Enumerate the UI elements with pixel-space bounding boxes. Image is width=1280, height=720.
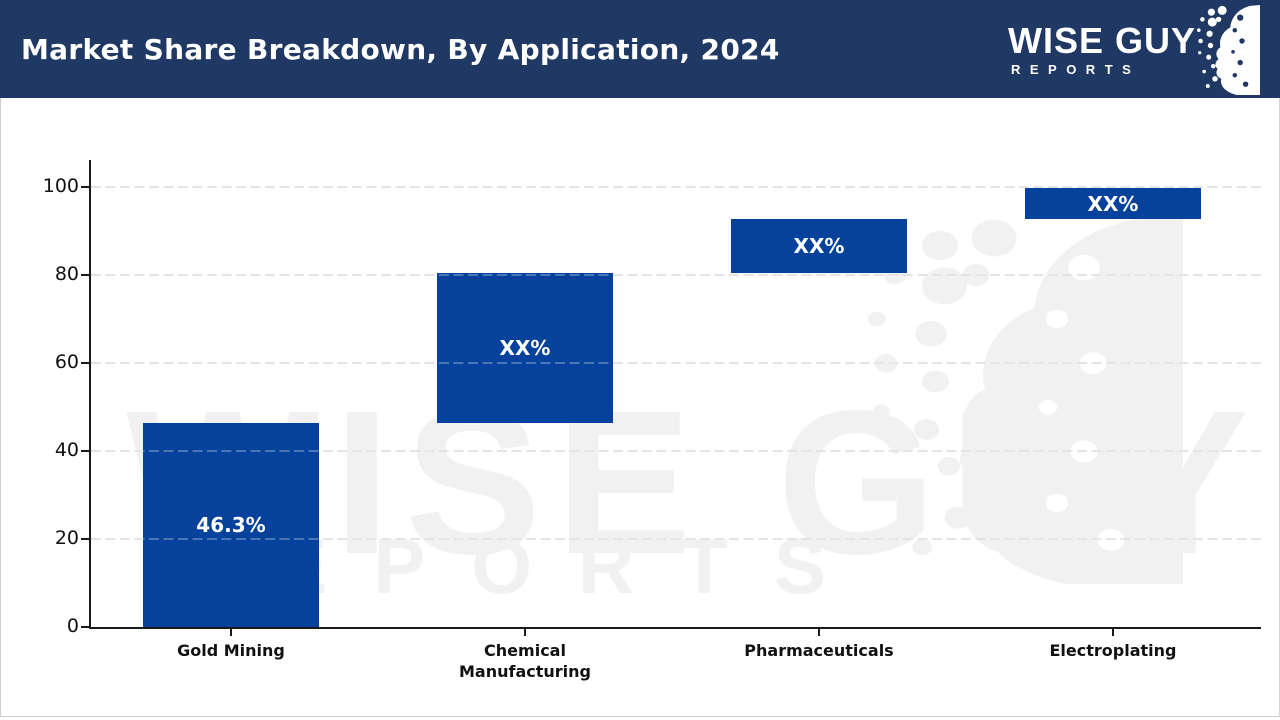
- brand-logo-text: WISE GUY REPORTS: [1007, 20, 1196, 78]
- bar-electroplating: XX%: [1025, 188, 1201, 220]
- y-tick-mark: [81, 626, 89, 628]
- y-tick-mark: [81, 361, 89, 364]
- x-category-label: Electroplating: [1049, 641, 1177, 660]
- y-tick-label: 40: [54, 438, 79, 461]
- y-tick-mark: [81, 449, 89, 452]
- gridline-overlay: [91, 537, 1261, 540]
- y-tick-label: 20: [54, 526, 79, 549]
- y-tick-label: 80: [54, 262, 79, 285]
- brand-subtitle: REPORTS: [1010, 62, 1141, 77]
- brand-name: WISE GUY: [1007, 20, 1196, 61]
- y-tick-mark: [81, 185, 89, 188]
- gridline-overlay: [91, 449, 1261, 452]
- brand-face-icon: [1197, 5, 1260, 95]
- x-category-label: Chemical Manufacturing: [459, 641, 591, 681]
- bar-pharmaceuticals: XX%: [731, 219, 907, 274]
- x-tick-mark: [818, 629, 820, 636]
- gridline-overlay: [91, 273, 1261, 276]
- chart-title: Market Share Breakdown, By Application, …: [21, 32, 780, 66]
- bar-gold-mining: 46.3%: [143, 423, 319, 627]
- bar-value-label: 46.3%: [196, 513, 266, 538]
- gridline: [91, 273, 1261, 276]
- gridline: [91, 185, 1261, 188]
- bar-value-label: XX%: [1087, 191, 1139, 216]
- x-tick-mark: [524, 629, 526, 636]
- gridline-overlay: [91, 361, 1261, 364]
- y-axis-line: [89, 160, 91, 629]
- gridline: [91, 361, 1261, 364]
- gridline-overlay: [91, 185, 1261, 188]
- y-tick-label: 100: [42, 174, 79, 197]
- gridline: [91, 449, 1261, 452]
- brand-logo: WISE GUY REPORTS: [1008, 4, 1266, 96]
- plot-area: WISE GUY REPORTS 0 20 40 60 8: [1, 98, 1279, 716]
- y-tick-mark: [81, 273, 89, 276]
- x-axis-line: [89, 627, 1261, 629]
- bar-value-label: XX%: [499, 336, 551, 361]
- bar-value-label: XX%: [793, 234, 845, 259]
- x-category-label: Gold Mining: [177, 641, 285, 660]
- bar-chemical: XX%: [437, 273, 613, 424]
- x-category-label: Pharmaceuticals: [744, 641, 894, 660]
- watermark-face-icon: [868, 216, 1183, 584]
- gridline: [91, 537, 1261, 540]
- y-tick-label: 60: [54, 350, 79, 373]
- header-bar: Market Share Breakdown, By Application, …: [0, 0, 1280, 98]
- y-tick-label: 0: [66, 615, 79, 637]
- x-tick-mark: [230, 629, 232, 636]
- x-tick-mark: [1112, 629, 1114, 636]
- y-tick-mark: [81, 537, 89, 540]
